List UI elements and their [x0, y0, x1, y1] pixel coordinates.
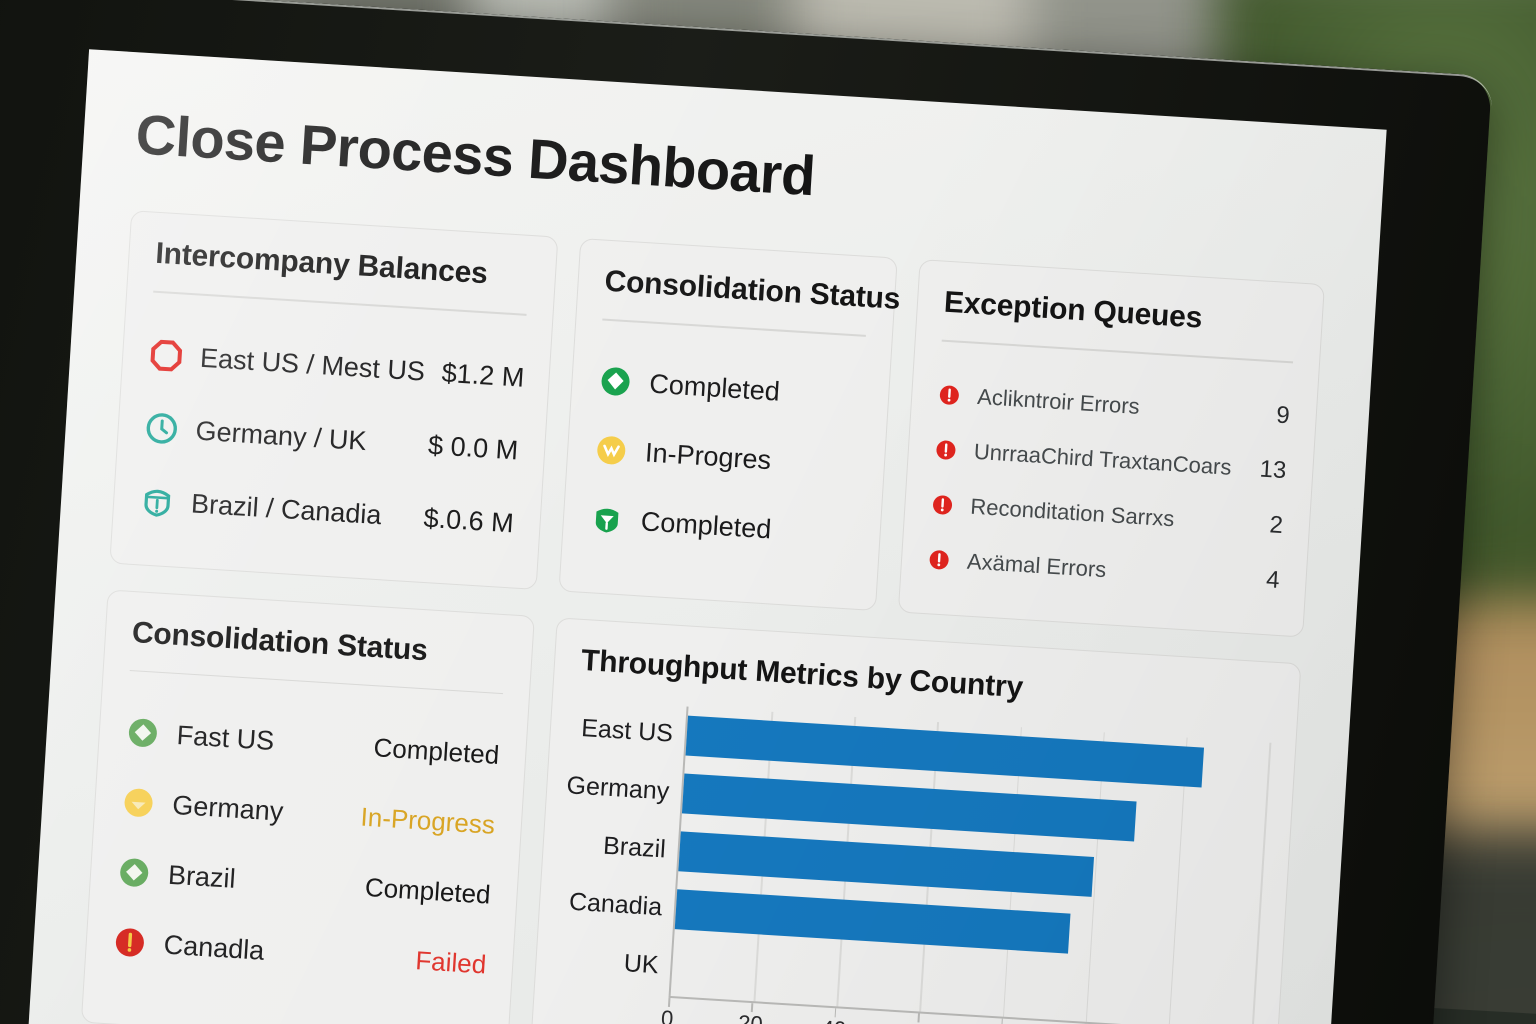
y-tick-label: Canadia — [568, 887, 663, 922]
list-item-label: Germany — [171, 789, 285, 827]
dashboard-row-bottom: Consolidation Status Fast US — [80, 588, 1302, 1024]
y-tick-label: Germany — [565, 771, 671, 806]
laptop-screen: Close Process Dashboard Intercompany Bal… — [25, 49, 1387, 1024]
list-item[interactable]: In-Progres — [592, 415, 860, 500]
list-item[interactable]: Aclikntroir Errors 9 — [937, 367, 1292, 444]
y-tick-label: East US — [580, 714, 674, 748]
alert-circle-icon — [931, 493, 954, 516]
list-item-label: Aclikntroir Errors — [976, 383, 1141, 419]
list-item-label: UnrraaChird TraxtanCoars — [973, 438, 1233, 480]
list-item[interactable]: UnrraaChird TraxtanCoars 13 — [933, 422, 1288, 499]
list-item[interactable]: Fast US Completed — [124, 697, 502, 790]
consolidation-status-list: Completed In-Progres — [588, 346, 864, 569]
x-tick-label: 120 — [898, 1020, 936, 1024]
check-diamond-icon — [116, 855, 152, 891]
card-title: Consolidation Status — [131, 615, 429, 667]
list-item-label: Reconditation Sarrxs — [969, 493, 1176, 532]
consolidation-country-list: Fast US Completed Germa — [111, 697, 502, 1000]
list-item[interactable]: Brazil Completed — [115, 837, 493, 930]
alert-circle-icon — [934, 438, 957, 461]
list-item-amount: $1.2 M — [440, 357, 526, 393]
status-badge: Failed — [414, 944, 488, 980]
check-shield-icon — [589, 501, 625, 537]
exception-queues-list: Aclikntroir Errors 9 — [926, 367, 1291, 608]
list-item-count: 9 — [1275, 401, 1291, 430]
bar-chart: East US Germany Brazil Canadia UK — [558, 699, 1271, 1024]
list-item[interactable]: Axämal Errors 4 — [926, 532, 1281, 609]
list-item-amount: $.0.6 M — [422, 502, 515, 538]
list-item[interactable]: Germany In-Progress — [119, 767, 497, 860]
list-item-label: Axämal Errors — [966, 548, 1107, 583]
x-tick-label: 20 — [737, 1009, 764, 1024]
list-item-label: Completed — [648, 368, 781, 407]
x-tick-label: 0 — [660, 1005, 675, 1024]
status-badge: In-Progress — [359, 801, 496, 840]
laptop-bezel: Close Process Dashboard Intercompany Bal… — [0, 0, 1492, 1024]
card-consolidation-status-top: Consolidation Status Complet — [558, 238, 902, 611]
status-badge: Completed — [372, 731, 501, 770]
list-item-label: East US / Mest US — [199, 342, 426, 387]
list-item-label: Germany / UK — [194, 415, 368, 456]
list-item[interactable]: Germany / UK $ 0.0 M — [143, 391, 521, 487]
list-item-count: 13 — [1258, 455, 1288, 485]
list-item-count: 2 — [1268, 511, 1284, 540]
list-item[interactable]: Canadla Failed — [111, 906, 489, 999]
chart-bars — [671, 706, 1270, 1024]
list-item[interactable]: Brazil / Canadia $.0.6 M — [138, 464, 516, 560]
list-item-count: 4 — [1265, 566, 1281, 594]
card-divider — [153, 290, 527, 316]
x-tick-label: 40 — [821, 1015, 847, 1024]
list-item-label: Brazil — [167, 859, 237, 894]
list-item-label: Completed — [640, 505, 773, 544]
clock-pending-icon — [593, 432, 629, 468]
card-divider — [129, 669, 504, 695]
chart-tick-mark — [1001, 1018, 1004, 1024]
dashboard-row-top: Intercompany Balances East US / Mest US — [109, 210, 1325, 638]
card-title: Intercompany Balances — [154, 236, 489, 291]
chart-plot-inner — [668, 705, 1271, 1024]
alert-circle-icon — [938, 384, 961, 407]
card-divider — [602, 318, 866, 337]
list-item-amount: $ 0.0 M — [427, 429, 520, 466]
page-title: Close Process Dashboard — [134, 102, 817, 208]
card-title: Exception Queues — [943, 285, 1204, 335]
card-throughput-metrics: Throughput Metrics by Country East US Ge… — [530, 616, 1302, 1024]
list-item[interactable]: Completed — [596, 346, 864, 431]
pending-circle-icon — [121, 785, 157, 821]
dashboard: Close Process Dashboard Intercompany Bal… — [29, 49, 1387, 1024]
check-diamond-icon — [598, 363, 634, 399]
error-circle-icon — [112, 924, 148, 960]
card-consolidation-status-bottom: Consolidation Status Fast US — [80, 588, 535, 1024]
card-title: Consolidation Status — [603, 264, 902, 316]
y-tick-label: UK — [622, 949, 660, 980]
shield-alert-icon — [139, 483, 175, 519]
chart-plot-area: 02040120130130160100 — [660, 705, 1271, 1024]
list-item-label: Brazil / Canadia — [190, 487, 383, 530]
clock-circle-icon — [144, 410, 180, 446]
list-item[interactable]: Completed — [588, 484, 856, 569]
intercompany-list: East US / Mest US $1.2 M — [138, 318, 525, 560]
alert-circle-icon — [927, 548, 950, 571]
list-item-label: In-Progres — [644, 436, 773, 475]
y-tick-label: Brazil — [602, 831, 667, 864]
check-diamond-icon — [125, 715, 161, 751]
status-badge: Completed — [364, 871, 492, 910]
card-intercompany-balances: Intercompany Balances East US / Mest US — [109, 210, 559, 590]
chart-y-axis-labels: East US Germany Brazil Canadia UK — [558, 699, 687, 1024]
list-item[interactable]: Reconditation Sarrxs 2 — [930, 477, 1285, 554]
list-item-label: Canadla — [162, 929, 266, 966]
list-item[interactable]: East US / Mest US $1.2 M — [147, 318, 525, 414]
card-exception-queues: Exception Queues — [897, 259, 1325, 638]
card-divider — [941, 339, 1294, 363]
list-item-label: Fast US — [175, 719, 276, 756]
octagon-alert-icon — [148, 338, 184, 374]
